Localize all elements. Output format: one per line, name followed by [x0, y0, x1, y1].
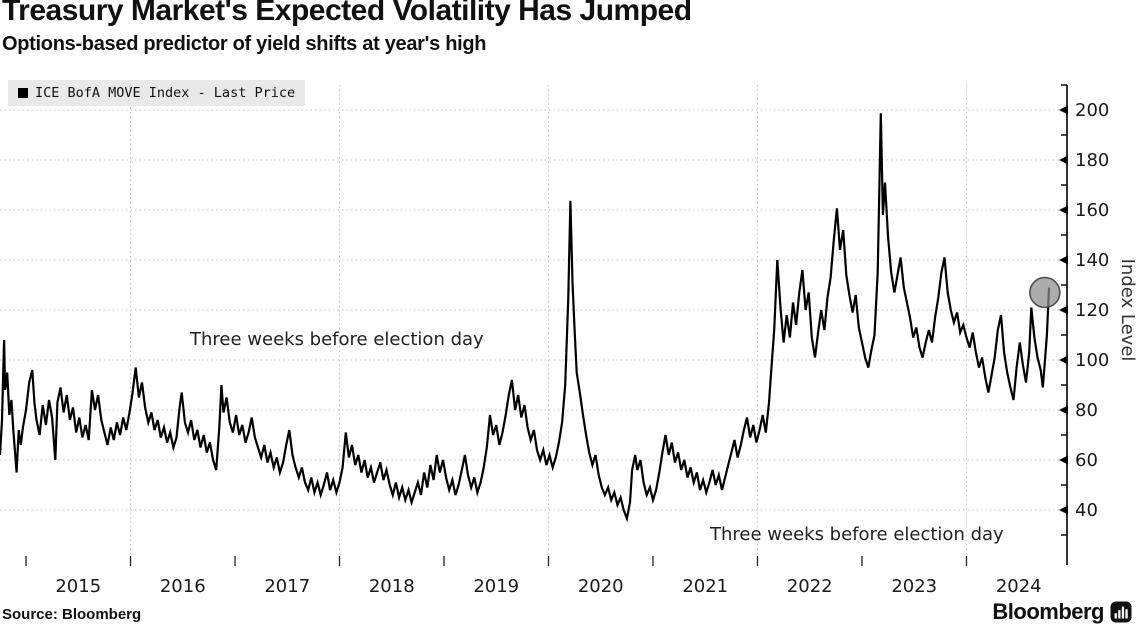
y-tick-label: 200 [1075, 100, 1109, 121]
y-major-tick [1059, 405, 1068, 415]
legend: ICE BofA MOVE Index - Last Price [8, 80, 306, 106]
y-tick-label: 180 [1075, 150, 1109, 171]
y-axis-title: Index Level [1117, 259, 1138, 362]
x-tick-label: 2017 [264, 576, 310, 597]
x-tick-label: 2015 [55, 576, 101, 597]
y-major-tick [1059, 155, 1068, 165]
annotation-election-2024: Three weeks before election day [710, 524, 1004, 545]
y-tick-label: 100 [1075, 350, 1109, 371]
y-major-tick [1059, 455, 1068, 465]
move-index-line [0, 113, 1051, 523]
y-tick-label: 160 [1075, 200, 1109, 221]
y-tick-label: 120 [1075, 300, 1109, 321]
y-tick-label: 140 [1075, 250, 1109, 271]
bloomberg-wordmark: Bloomberg [992, 599, 1104, 624]
x-tick-label: 2020 [578, 576, 624, 597]
source-credit: Source: Bloomberg [2, 606, 142, 623]
x-tick-label: 2023 [891, 576, 937, 597]
bloomberg-terminal-icon [1110, 601, 1132, 623]
y-major-tick [1059, 105, 1068, 115]
x-tick-label: 2019 [473, 576, 519, 597]
y-tick-label: 80 [1075, 400, 1098, 421]
x-tick-label: 2016 [160, 576, 206, 597]
y-major-tick [1059, 205, 1068, 215]
x-tick-label: 2018 [369, 576, 415, 597]
x-tick-label: 2022 [787, 576, 833, 597]
y-major-tick [1059, 505, 1068, 515]
y-tick-label: 60 [1075, 450, 1098, 471]
x-tick-label: 2021 [682, 576, 728, 597]
latest-point-highlight-circle [1029, 276, 1061, 309]
x-tick-label: 2024 [996, 576, 1042, 597]
annotation-election-2016: Three weeks before election day [190, 329, 484, 350]
y-tick-label: 40 [1075, 500, 1098, 521]
legend-label: ICE BofA MOVE Index - Last Price [35, 85, 296, 101]
legend-swatch-icon [18, 88, 28, 98]
page-subtitle: Options-based predictor of yield shifts … [2, 33, 487, 55]
y-major-tick [1059, 355, 1068, 365]
bloomberg-logo: Bloomberg [992, 599, 1132, 625]
y-major-tick [1059, 305, 1068, 315]
y-major-tick [1059, 255, 1068, 265]
page-title: Treasury Market's Expected Volatility Ha… [2, 0, 692, 27]
